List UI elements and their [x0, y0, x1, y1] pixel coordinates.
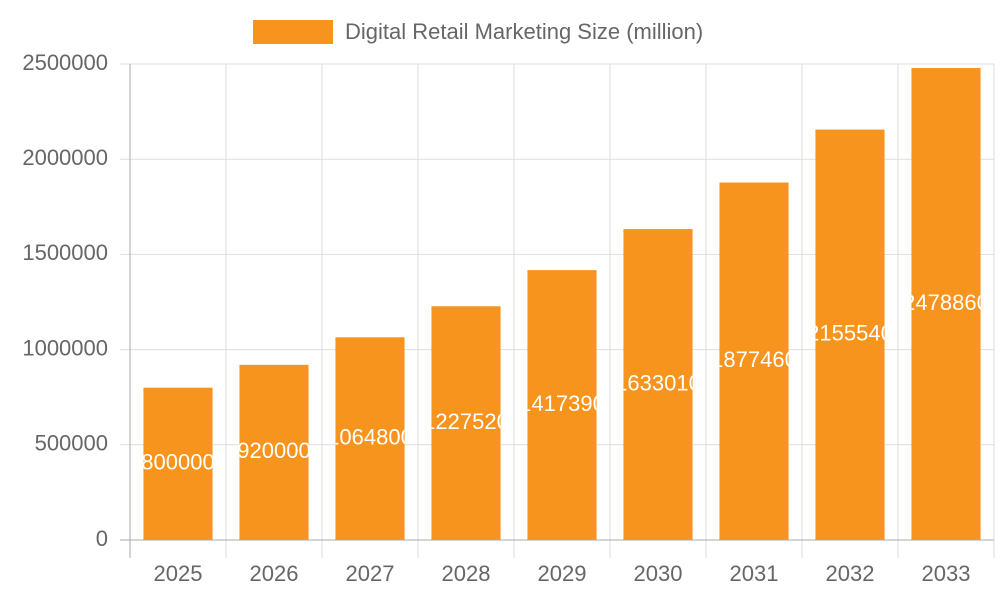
- bar: [527, 270, 597, 540]
- bar: [239, 364, 309, 540]
- x-tick-label: 2029: [538, 561, 587, 586]
- data-label: 1064800: [327, 424, 413, 449]
- x-tick-label: 2027: [346, 561, 395, 586]
- bar: [431, 306, 501, 540]
- data-label: 800000: [141, 450, 214, 475]
- y-tick-label: 2000000: [22, 145, 108, 170]
- y-tick-label: 2500000: [22, 50, 108, 75]
- data-label: 1227520: [423, 409, 509, 434]
- bar: [719, 182, 789, 540]
- legend-swatch: [253, 20, 333, 44]
- x-tick-label: 2025: [154, 561, 203, 586]
- x-tick-label: 2032: [826, 561, 875, 586]
- data-label: 2478860: [903, 290, 989, 315]
- x-tick-label: 2030: [634, 561, 683, 586]
- bar: [143, 387, 213, 540]
- x-tick-label: 2031: [730, 561, 779, 586]
- x-tick-label: 2033: [922, 561, 971, 586]
- y-tick-label: 500000: [35, 431, 108, 456]
- data-label: 1877460: [711, 347, 797, 372]
- bar: [335, 337, 405, 540]
- bar: [911, 68, 981, 540]
- x-tick-label: 2026: [250, 561, 299, 586]
- y-tick-label: 0: [96, 526, 108, 551]
- data-label: 1417390: [519, 391, 605, 416]
- bar: [815, 129, 885, 540]
- legend-label: Digital Retail Marketing Size (million): [345, 19, 703, 44]
- data-label: 1633010: [615, 370, 701, 395]
- y-tick-label: 1500000: [22, 240, 108, 265]
- x-tick-label: 2028: [442, 561, 491, 586]
- data-label: 920000: [237, 438, 310, 463]
- y-tick-label: 1000000: [22, 335, 108, 360]
- bar: [623, 229, 693, 540]
- data-label: 2155540: [807, 321, 893, 346]
